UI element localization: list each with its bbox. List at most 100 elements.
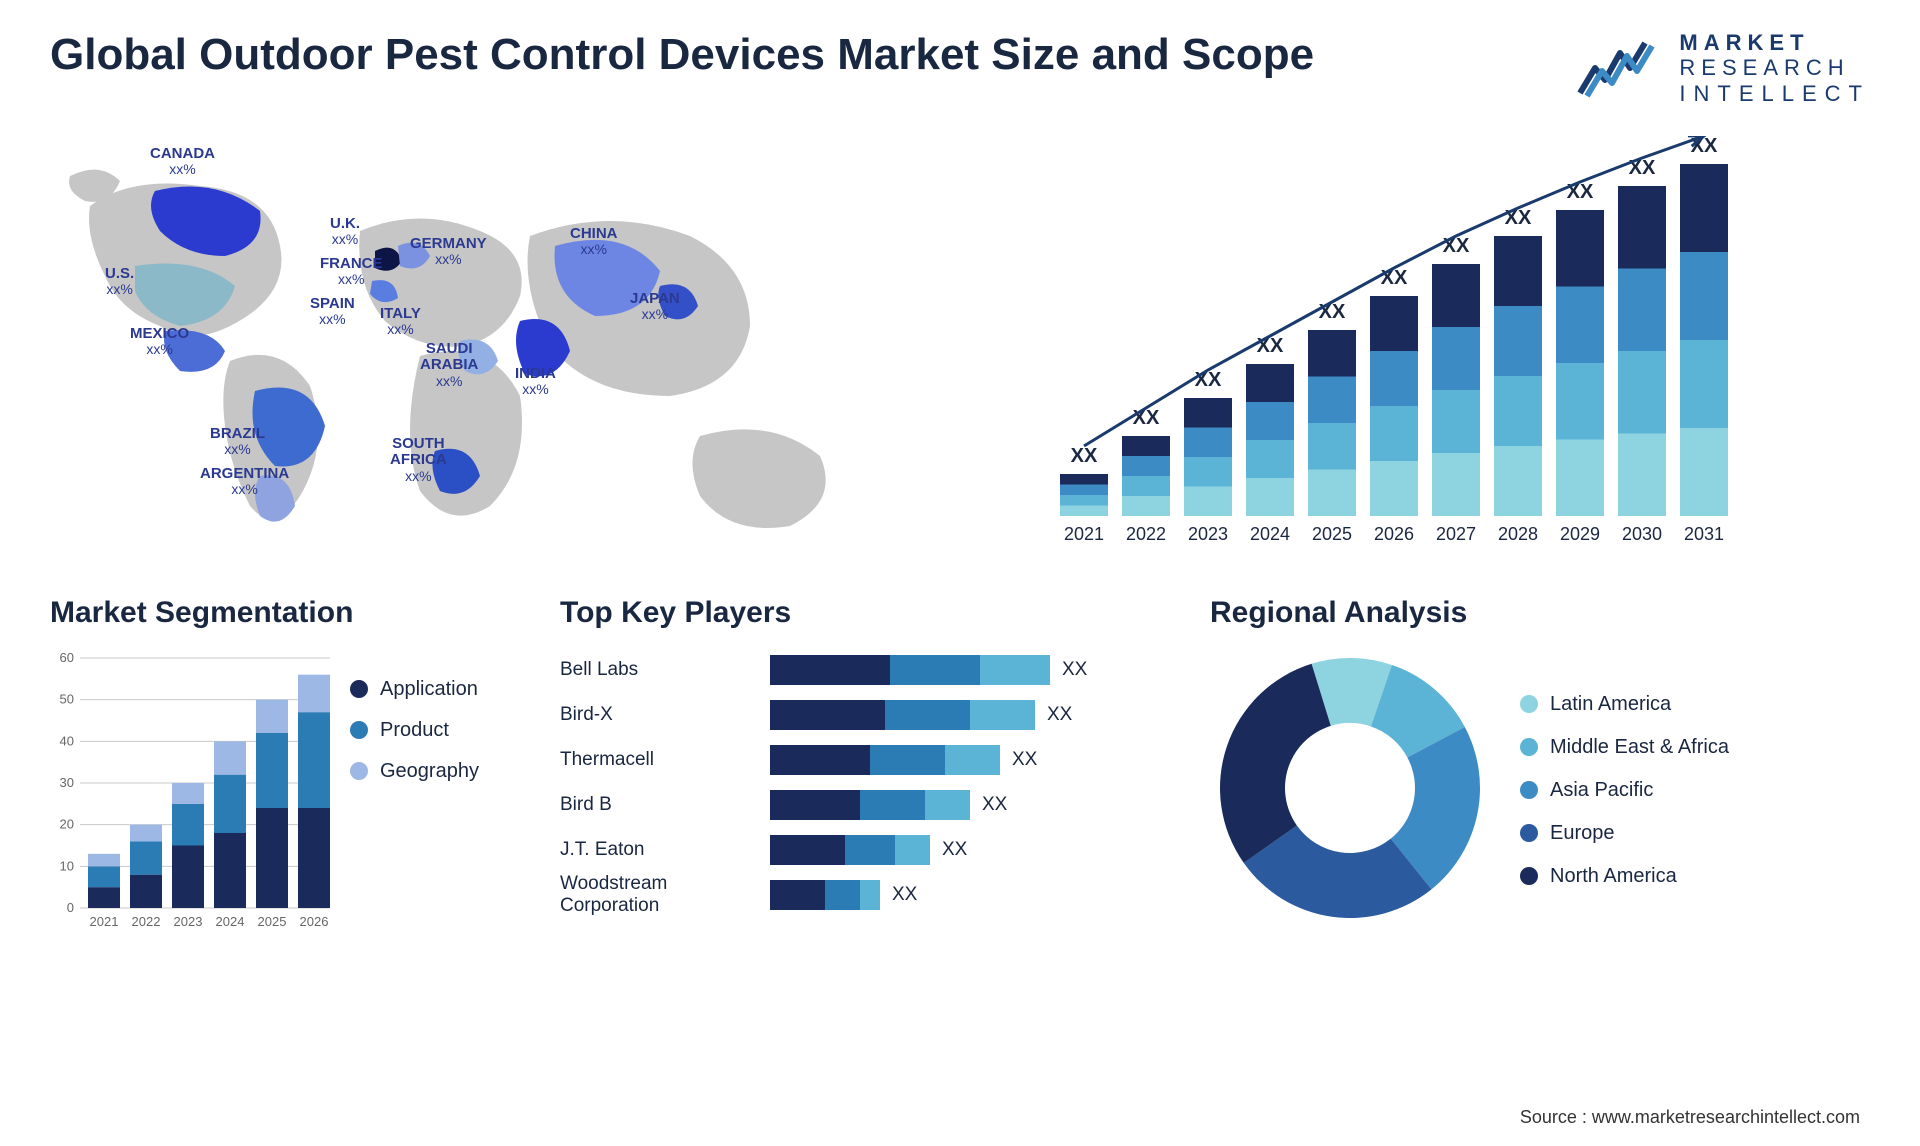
- player-bar-segment: [770, 835, 845, 865]
- players-title: Top Key Players: [560, 596, 1180, 630]
- player-value: XX: [982, 794, 1007, 816]
- legend-label: Middle East & Africa: [1550, 736, 1729, 759]
- player-bar-segment: [825, 880, 860, 910]
- player-bar-row: XX: [770, 648, 1180, 693]
- player-bar: [770, 700, 1035, 730]
- player-bar-segment: [980, 655, 1050, 685]
- svg-text:2023: 2023: [174, 914, 203, 929]
- source-attribution: Source : www.marketresearchintellect.com: [1520, 1107, 1860, 1128]
- player-bar-segment: [845, 835, 895, 865]
- player-bar: [770, 655, 1050, 685]
- player-bar-segment: [970, 700, 1035, 730]
- map-label: SPAINxx%: [310, 296, 355, 329]
- legend-item: Product: [350, 719, 479, 742]
- legend-swatch-icon: [1520, 695, 1538, 713]
- brand-logo: MARKET RESEARCH INTELLECT: [1575, 30, 1870, 106]
- legend-swatch-icon: [1520, 738, 1538, 756]
- map-label: JAPANxx%: [630, 291, 680, 324]
- player-label: Thermacell: [560, 738, 750, 783]
- svg-text:XX: XX: [1257, 335, 1284, 357]
- header-row: Global Outdoor Pest Control Devices Mark…: [50, 30, 1870, 106]
- player-label: J.T. Eaton: [560, 828, 750, 873]
- player-value: XX: [1012, 749, 1037, 771]
- legend-label: Geography: [380, 760, 479, 783]
- player-label: Bird-X: [560, 693, 750, 738]
- brand-line1: MARKET: [1679, 30, 1870, 55]
- player-bar-segment: [860, 880, 880, 910]
- player-bar-row: XX: [770, 738, 1180, 783]
- legend-swatch-icon: [1520, 867, 1538, 885]
- player-value: XX: [892, 884, 917, 906]
- player-bar-segment: [890, 655, 980, 685]
- svg-text:XX: XX: [1505, 207, 1532, 229]
- segmentation-chart: 0102030405060202120222023202420252026: [50, 648, 330, 938]
- growth-chart-svg: XX2021XX2022XX2023XX2024XX2025XX2026XX20…: [990, 136, 1870, 556]
- svg-text:20: 20: [60, 817, 74, 832]
- segmentation-panel: Market Segmentation 01020304050602021202…: [50, 596, 530, 943]
- player-bar-row: XX: [770, 783, 1180, 828]
- map-label: INDIAxx%: [515, 366, 556, 399]
- player-value: XX: [1062, 659, 1087, 681]
- player-value: XX: [1047, 704, 1072, 726]
- svg-text:2022: 2022: [1126, 524, 1166, 544]
- svg-text:0: 0: [67, 900, 74, 915]
- map-label: CANADAxx%: [150, 146, 215, 179]
- legend-item: Latin America: [1520, 693, 1729, 716]
- svg-text:XX: XX: [1133, 407, 1160, 429]
- player-bar-row: XX: [770, 828, 1180, 873]
- growth-chart: XX2021XX2022XX2023XX2024XX2025XX2026XX20…: [990, 136, 1870, 556]
- svg-text:2022: 2022: [132, 914, 161, 929]
- map-label: ARGENTINAxx%: [200, 466, 289, 499]
- map-label: BRAZILxx%: [210, 426, 265, 459]
- player-label: Bird B: [560, 783, 750, 828]
- player-bar-row: XX: [770, 873, 1180, 918]
- svg-text:2031: 2031: [1684, 524, 1724, 544]
- svg-text:XX: XX: [1381, 267, 1408, 289]
- legend-swatch-icon: [1520, 781, 1538, 799]
- svg-text:2023: 2023: [1188, 524, 1228, 544]
- svg-text:40: 40: [60, 733, 74, 748]
- legend-swatch-icon: [350, 762, 368, 780]
- player-bar: [770, 880, 880, 910]
- legend-swatch-icon: [350, 680, 368, 698]
- legend-label: Latin America: [1550, 693, 1671, 716]
- svg-text:30: 30: [60, 775, 74, 790]
- svg-text:2026: 2026: [300, 914, 329, 929]
- players-bars: XX XX XX XX XX XX: [770, 648, 1180, 918]
- player-label: Bell Labs: [560, 648, 750, 693]
- regional-legend: Latin America Middle East & Africa Asia Pa…: [1520, 693, 1729, 888]
- player-bar-segment: [945, 745, 1000, 775]
- svg-text:50: 50: [60, 692, 74, 707]
- top-row: CANADAxx% U.S.xx% MEXICOxx% BRAZILxx% ARGENT…: [50, 136, 1870, 556]
- player-bar-segment: [770, 790, 860, 820]
- svg-text:2029: 2029: [1560, 524, 1600, 544]
- map-label: MEXICOxx%: [130, 326, 189, 359]
- segmentation-title: Market Segmentation: [50, 596, 530, 630]
- map-label: U.K.xx%: [330, 216, 360, 249]
- regional-title: Regional Analysis: [1210, 596, 1870, 630]
- world-map-icon: [50, 543, 950, 560]
- legend-item: North America: [1520, 865, 1729, 888]
- player-bar-segment: [895, 835, 930, 865]
- svg-text:2028: 2028: [1498, 524, 1538, 544]
- player-bar-segment: [925, 790, 970, 820]
- bottom-row: Market Segmentation 01020304050602021202…: [50, 596, 1870, 943]
- player-bar-segment: [860, 790, 925, 820]
- player-bar: [770, 835, 930, 865]
- svg-text:2025: 2025: [258, 914, 287, 929]
- legend-label: Asia Pacific: [1550, 779, 1653, 802]
- legend-label: Europe: [1550, 822, 1615, 845]
- svg-text:2024: 2024: [216, 914, 245, 929]
- legend-swatch-icon: [350, 721, 368, 739]
- player-bar-segment: [770, 880, 825, 910]
- legend-swatch-icon: [1520, 824, 1538, 842]
- brand-line3: INTELLECT: [1679, 81, 1870, 106]
- map-label: GERMANYxx%: [410, 236, 487, 269]
- player-bar: [770, 790, 970, 820]
- brand-text: MARKET RESEARCH INTELLECT: [1679, 30, 1870, 106]
- players-labels: Bell LabsBird-XThermacellBird BJ.T. Eato…: [560, 648, 750, 918]
- player-bar: [770, 745, 1000, 775]
- svg-text:2021: 2021: [90, 914, 119, 929]
- legend-item: Europe: [1520, 822, 1729, 845]
- map-label: U.S.xx%: [105, 266, 134, 299]
